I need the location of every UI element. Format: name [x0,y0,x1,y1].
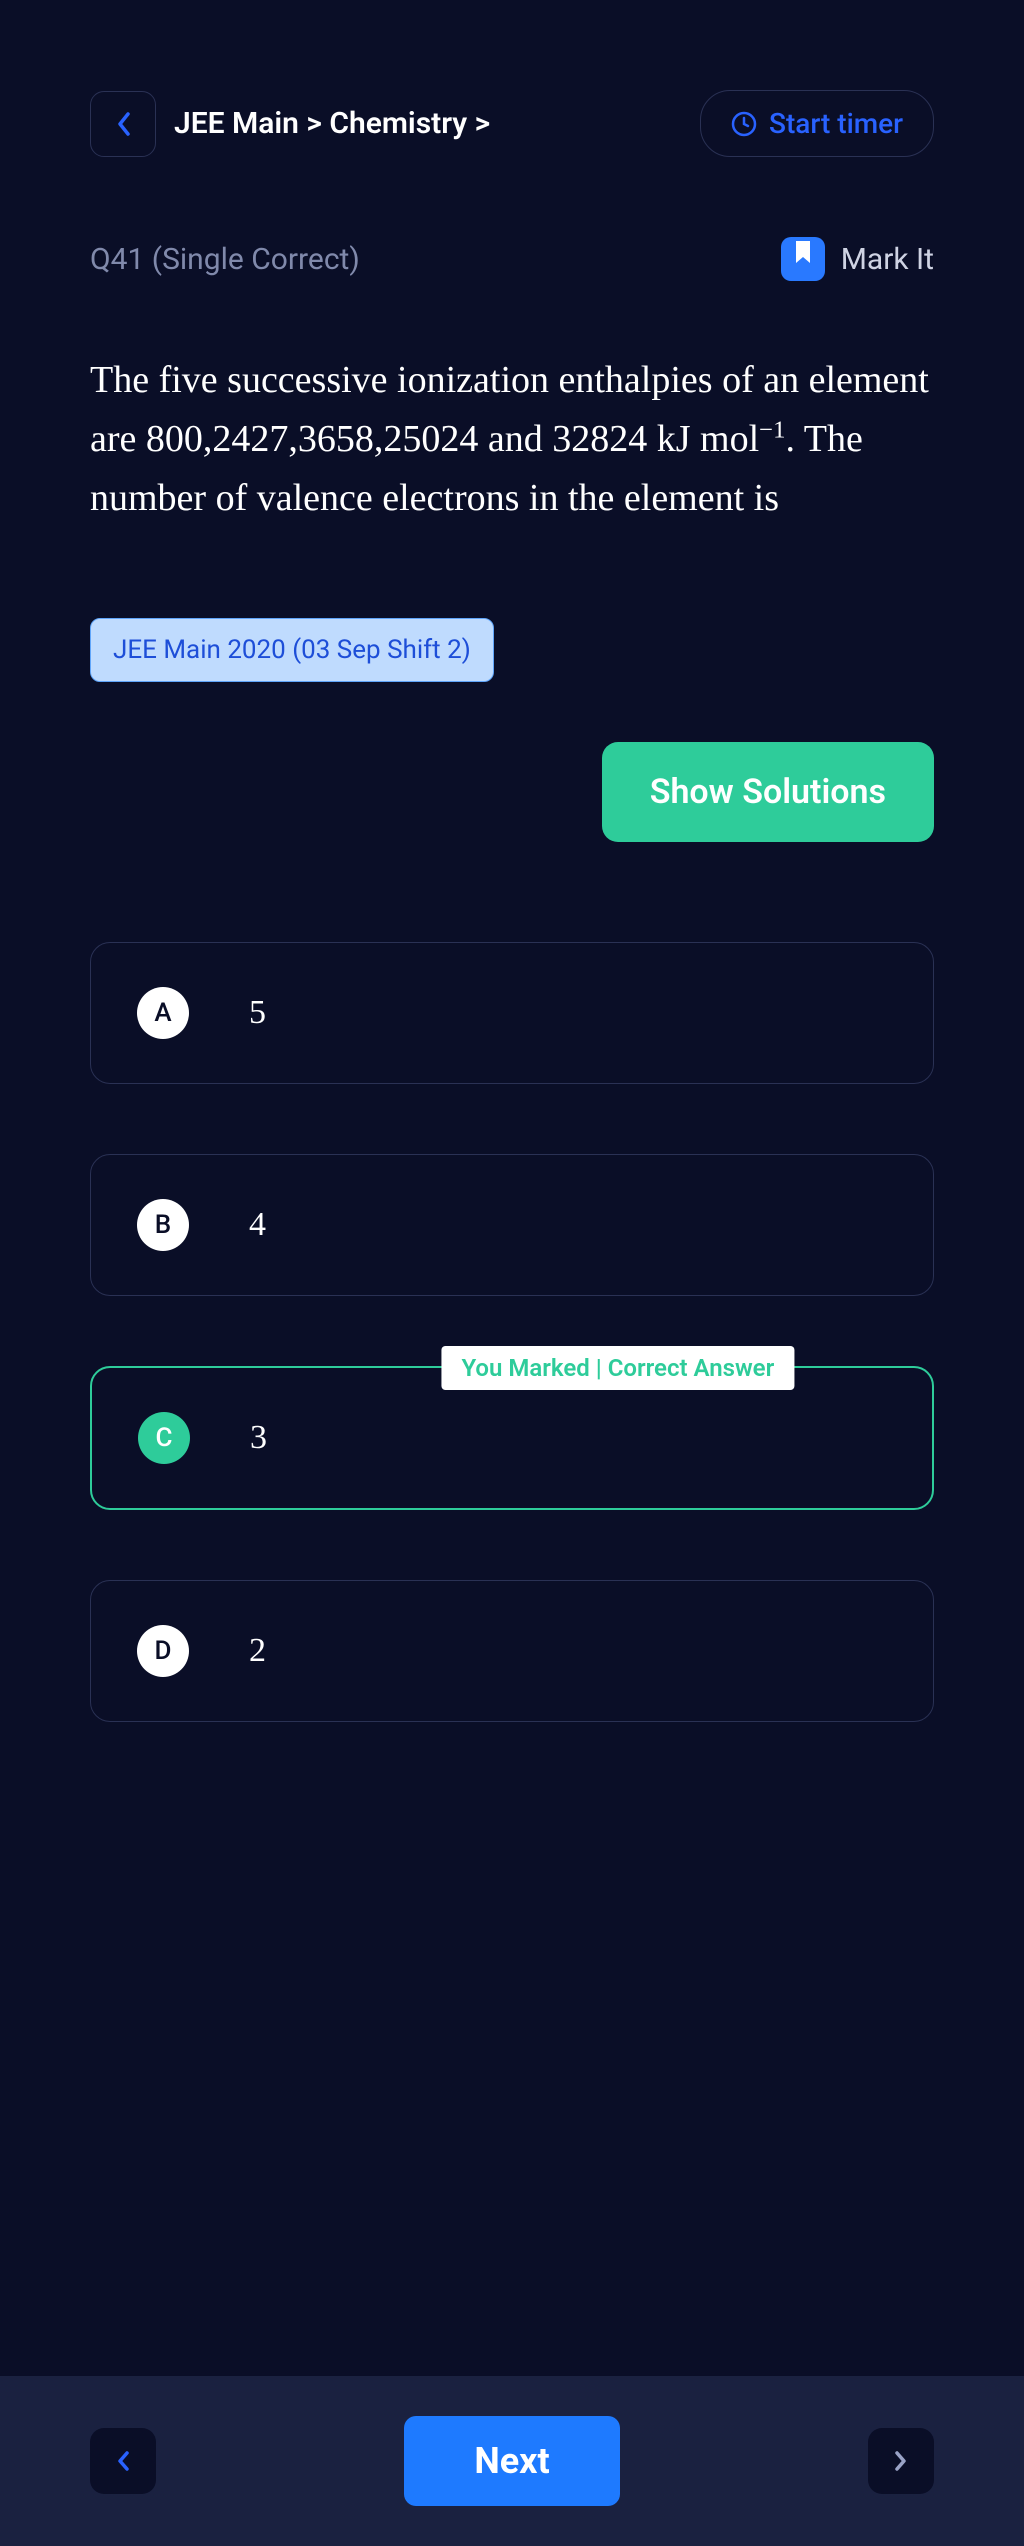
exam-tag-chip[interactable]: JEE Main 2020 (03 Sep Shift 2) [90,618,494,682]
back-button[interactable] [90,91,156,157]
question-number: Q41 (Single Correct) [90,242,360,277]
chevron-left-icon [115,2449,131,2473]
solutions-row: Show Solutions [90,742,934,842]
option-value: 5 [249,994,266,1032]
show-solutions-button[interactable]: Show Solutions [602,742,934,842]
prev-question-button[interactable] [90,2428,156,2494]
footer-nav: Next [0,2376,1024,2546]
content-area: JEE Main > Chemistry > Start timer Q41 (… [0,0,1024,2256]
option-value: 4 [249,1206,266,1244]
start-timer-button[interactable]: Start timer [700,90,934,157]
app-container: JEE Main > Chemistry > Start timer Q41 (… [0,0,1024,2546]
option-letter: A [137,987,189,1039]
correct-answer-badge: You Marked | Correct Answer [441,1346,794,1390]
option-letter: C [138,1412,190,1464]
option-value: 2 [249,1632,266,1670]
option-d[interactable]: D 2 [90,1580,934,1722]
option-letter: B [137,1199,189,1251]
option-a[interactable]: A 5 [90,942,934,1084]
timer-label: Start timer [769,107,903,140]
mark-it-button[interactable]: Mark It [781,237,934,281]
chevron-right-icon [893,2449,909,2473]
bookmark-icon [781,237,825,281]
option-value: 3 [250,1419,267,1457]
option-c[interactable]: You Marked | Correct Answer C 3 [90,1366,934,1510]
mark-it-label: Mark It [841,242,934,277]
next-button[interactable]: Next [404,2416,619,2506]
chevron-left-icon [114,110,132,138]
next-question-button[interactable] [868,2428,934,2494]
options-list: A 5 B 4 You Marked | Correct Answer C 3 … [90,942,934,1722]
question-exponent: −1 [759,416,785,443]
breadcrumb[interactable]: JEE Main > Chemistry > [174,106,682,141]
clock-icon [731,111,757,137]
header-row: JEE Main > Chemistry > Start timer [90,90,934,157]
question-meta-row: Q41 (Single Correct) Mark It [90,237,934,281]
question-text: The five successive ionization enthalpie… [90,351,934,528]
option-b[interactable]: B 4 [90,1154,934,1296]
option-letter: D [137,1625,189,1677]
